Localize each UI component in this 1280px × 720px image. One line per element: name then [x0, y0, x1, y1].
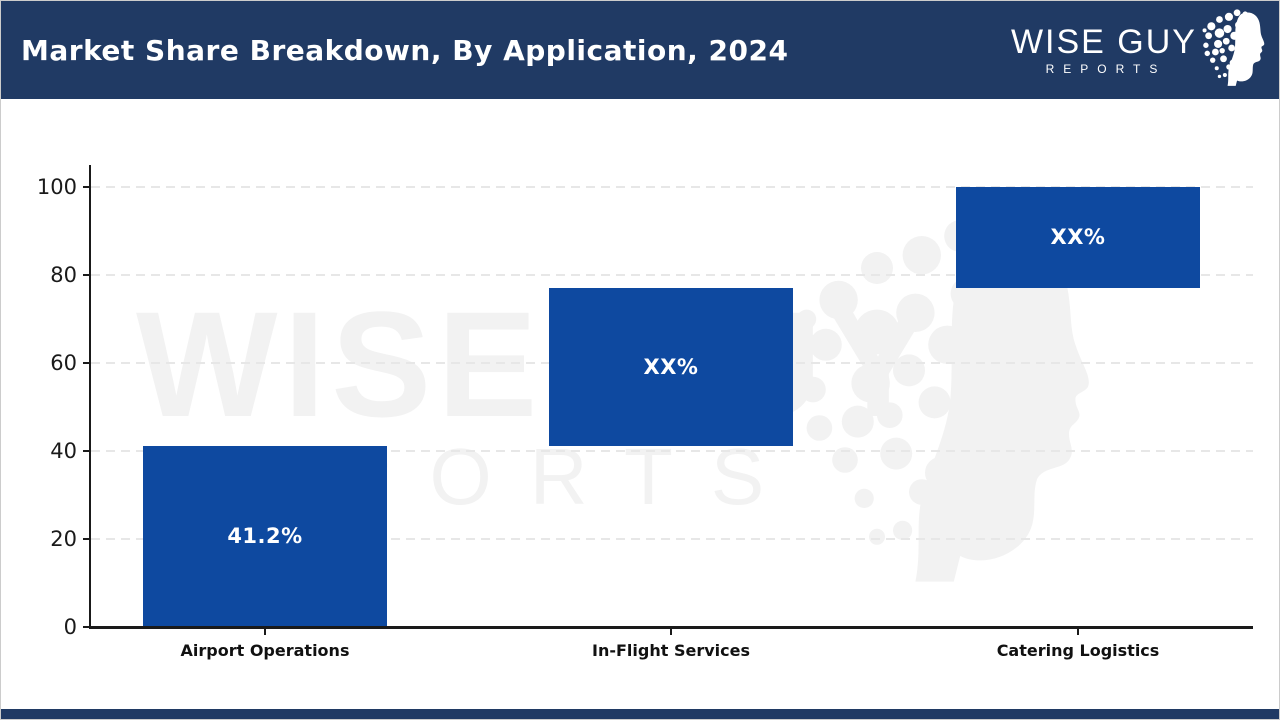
x-axis-category-label: Catering Logistics: [996, 641, 1160, 660]
brand-logo-text: WISE GUY REPORTS: [1011, 25, 1197, 75]
bar-value-label: XX%: [1050, 225, 1106, 250]
y-axis-tick: [83, 538, 91, 540]
bar-segment: 41.2%: [143, 445, 387, 627]
y-axis-line: [89, 165, 91, 629]
gridline: [91, 186, 1253, 188]
x-axis-tick: [264, 627, 266, 635]
page-title: Market Share Breakdown, By Application, …: [21, 33, 789, 67]
y-axis-tick: [83, 362, 91, 364]
y-axis-tick-label: 80: [50, 263, 77, 287]
gridline: [91, 538, 1253, 540]
brand-name: WISE GUY: [1010, 23, 1197, 61]
y-axis-tick: [83, 450, 91, 452]
y-axis-tick-label: 20: [50, 527, 77, 551]
bar-value-label: XX%: [643, 354, 699, 379]
bar-segment: XX%: [549, 287, 793, 446]
y-axis-tick: [83, 274, 91, 276]
x-axis-line: [89, 626, 1253, 629]
x-axis-category-label: In-Flight Services: [592, 641, 750, 660]
brand-logo: WISE GUY REPORTS: [1011, 6, 1267, 94]
header-band: Market Share Breakdown, By Application, …: [1, 1, 1279, 99]
brand-subtitle: REPORTS: [1045, 62, 1167, 76]
y-axis-tick-label: 100: [36, 175, 77, 199]
y-axis-tick: [83, 626, 91, 628]
footer-band: [1, 709, 1279, 719]
y-axis-tick-label: 40: [50, 439, 77, 463]
y-axis-tick: [83, 186, 91, 188]
gridline: [91, 450, 1253, 452]
chart-area: WISE GUY REPORTS 0 20 40 60 80 100 41.2% Airpor…: [1, 99, 1279, 711]
y-axis-tick-label: 0: [63, 615, 77, 639]
bar-segment: XX%: [956, 187, 1200, 288]
bar-value-label: 41.2%: [227, 524, 303, 549]
x-axis-tick: [1077, 627, 1079, 635]
x-axis-tick: [670, 627, 672, 635]
x-axis-category-label: Airport Operations: [180, 641, 350, 660]
y-axis-tick-label: 60: [50, 351, 77, 375]
gridline: [91, 274, 1253, 276]
